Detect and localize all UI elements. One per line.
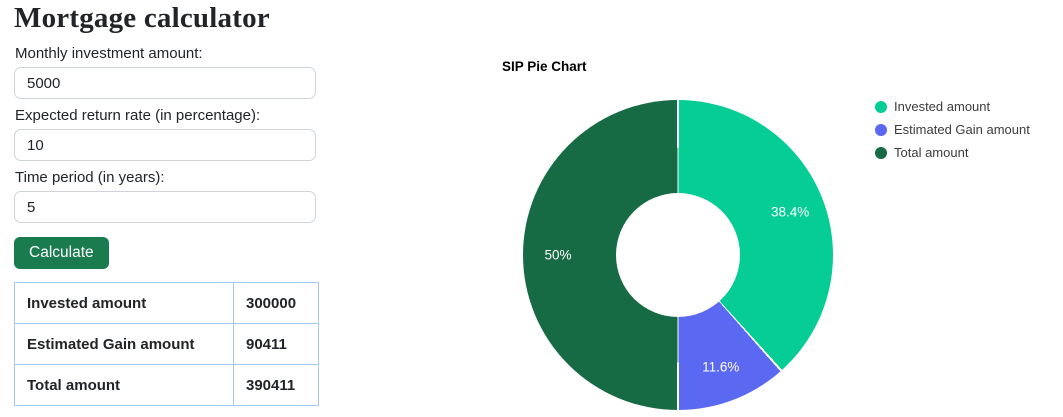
calculator-panel: Mortgage calculator Monthly investment a… <box>14 2 319 406</box>
chart-legend: Invested amount Estimated Gain amount To… <box>875 95 1030 164</box>
pie-percentage-label: 11.6% <box>702 359 740 375</box>
page-title: Mortgage calculator <box>14 2 270 34</box>
return-rate-input[interactable] <box>14 129 316 161</box>
legend-swatch-icon <box>875 146 887 159</box>
return-rate-label: Expected return rate (in percentage): <box>15 107 261 124</box>
legend-item-invested-amount[interactable]: Invested amount <box>875 95 1030 118</box>
table-row: Estimated Gain amount 90411 <box>14 323 319 365</box>
total-amount-label: Total amount <box>14 364 234 406</box>
legend-swatch-icon <box>875 123 887 136</box>
pie-percentage-label: 50% <box>544 247 572 263</box>
time-period-label: Time period (in years): <box>15 169 165 186</box>
legend-item-total-amount[interactable]: Total amount <box>875 141 1030 164</box>
estimated-gain-label: Estimated Gain amount <box>14 323 234 365</box>
monthly-investment-input[interactable] <box>14 67 316 99</box>
legend-label: Invested amount <box>894 99 991 114</box>
pie-percentage-label: 38.4% <box>770 204 810 220</box>
legend-item-estimated-gain-amount[interactable]: Estimated Gain amount <box>875 118 1030 141</box>
chart-title: SIP Pie Chart <box>502 59 587 74</box>
pie-chart[interactable]: 38.4% 11.6% 50% <box>523 100 833 410</box>
legend-swatch-icon <box>875 100 887 113</box>
monthly-investment-label: Monthly investment amount: <box>15 45 203 62</box>
estimated-gain-value: 90411 <box>233 323 319 365</box>
donut-hole <box>616 193 740 317</box>
time-period-input[interactable] <box>14 191 316 223</box>
calculate-button[interactable]: Calculate <box>14 237 109 269</box>
total-amount-value: 390411 <box>233 364 319 406</box>
sip-pie-chart-panel: SIP Pie Chart 38.4% 11.6% 50% Invested amo… <box>480 55 1063 417</box>
table-row: Total amount 390411 <box>14 364 319 406</box>
invested-amount-value: 300000 <box>233 282 319 324</box>
table-row: Invested amount 300000 <box>14 282 319 324</box>
invested-amount-label: Invested amount <box>14 282 234 324</box>
legend-label: Estimated Gain amount <box>894 122 1030 137</box>
legend-label: Total amount <box>894 145 969 160</box>
results-table: Invested amount 300000 Estimated Gain am… <box>14 282 319 406</box>
